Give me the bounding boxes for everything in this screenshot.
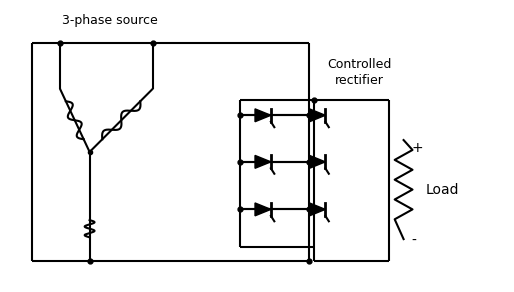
Text: Load: Load xyxy=(426,182,459,197)
Text: -: - xyxy=(412,234,416,248)
Text: +: + xyxy=(412,141,423,155)
Polygon shape xyxy=(255,155,271,168)
Polygon shape xyxy=(309,155,325,168)
Polygon shape xyxy=(255,109,271,122)
Text: Controlled
rectifier: Controlled rectifier xyxy=(327,58,391,86)
Polygon shape xyxy=(255,203,271,216)
Polygon shape xyxy=(309,203,325,216)
Polygon shape xyxy=(309,109,325,122)
Text: 3-phase source: 3-phase source xyxy=(62,14,158,27)
